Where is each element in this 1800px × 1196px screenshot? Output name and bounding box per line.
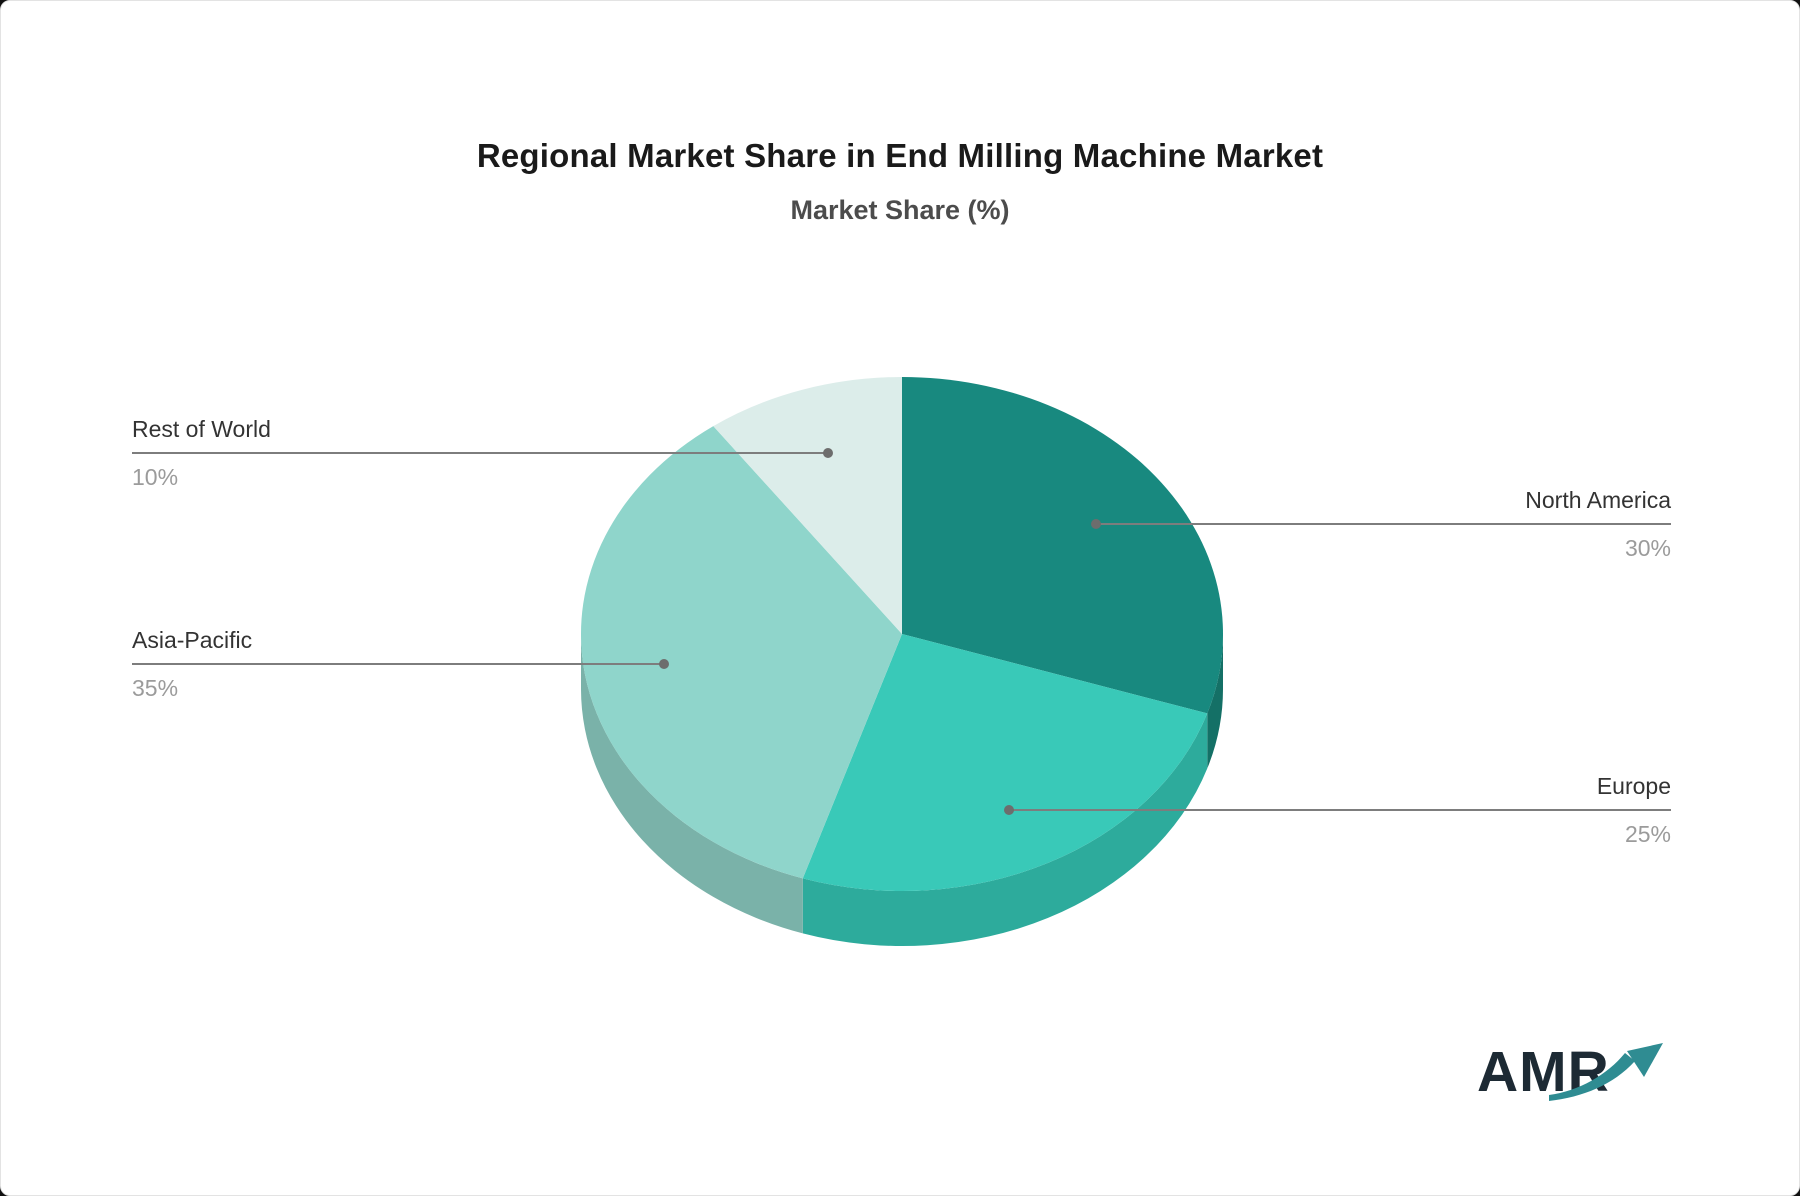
pie-slice-rest-of-world[interactable] bbox=[713, 377, 902, 634]
callout-value-north-america: 30% bbox=[1624, 535, 1671, 561]
pie-slice-side-europe bbox=[802, 713, 1208, 946]
callout-label-europe: Europe bbox=[1596, 773, 1671, 799]
callout-asia-pacific: Asia-Pacific 35% bbox=[132, 626, 252, 702]
callout-north-america: North America 30% bbox=[1525, 486, 1671, 562]
page-title: Regional Market Share in End Milling Mac… bbox=[476, 137, 1324, 174]
callout-label-north-america: North America bbox=[1525, 487, 1671, 513]
callout-value-rest-of-world: 10% bbox=[132, 464, 179, 490]
callout-value-europe: 25% bbox=[1624, 821, 1671, 847]
leader-dot-europe bbox=[1004, 805, 1014, 815]
pie-slice-europe[interactable] bbox=[802, 634, 1208, 891]
callout-rest-of-world: Rest of World 10% bbox=[132, 415, 271, 491]
callout-label-asia-pacific: Asia-Pacific bbox=[132, 627, 253, 653]
leader-dot-asia-pacific bbox=[659, 659, 669, 669]
pie-slice-north-america[interactable] bbox=[902, 377, 1224, 714]
leader-dot-rest-of-world bbox=[823, 448, 833, 458]
growth-arrow-icon bbox=[1549, 1043, 1663, 1101]
pie-slice-side-north-america bbox=[1207, 634, 1223, 769]
page-subtitle: Market Share (%) bbox=[790, 195, 1010, 225]
pie-slice-side-asia-pacific bbox=[580, 634, 803, 934]
callout-value-asia-pacific: 35% bbox=[132, 675, 179, 701]
amr-logo: AMR bbox=[1477, 1039, 1677, 1109]
pie-slice-asia-pacific[interactable] bbox=[580, 426, 902, 879]
callout-europe: Europe 25% bbox=[1597, 772, 1671, 848]
amr-logo-text: AMR bbox=[1477, 1040, 1610, 1104]
callout-label-rest-of-world: Rest of World bbox=[132, 416, 271, 442]
leader-dot-north-america bbox=[1091, 519, 1101, 529]
